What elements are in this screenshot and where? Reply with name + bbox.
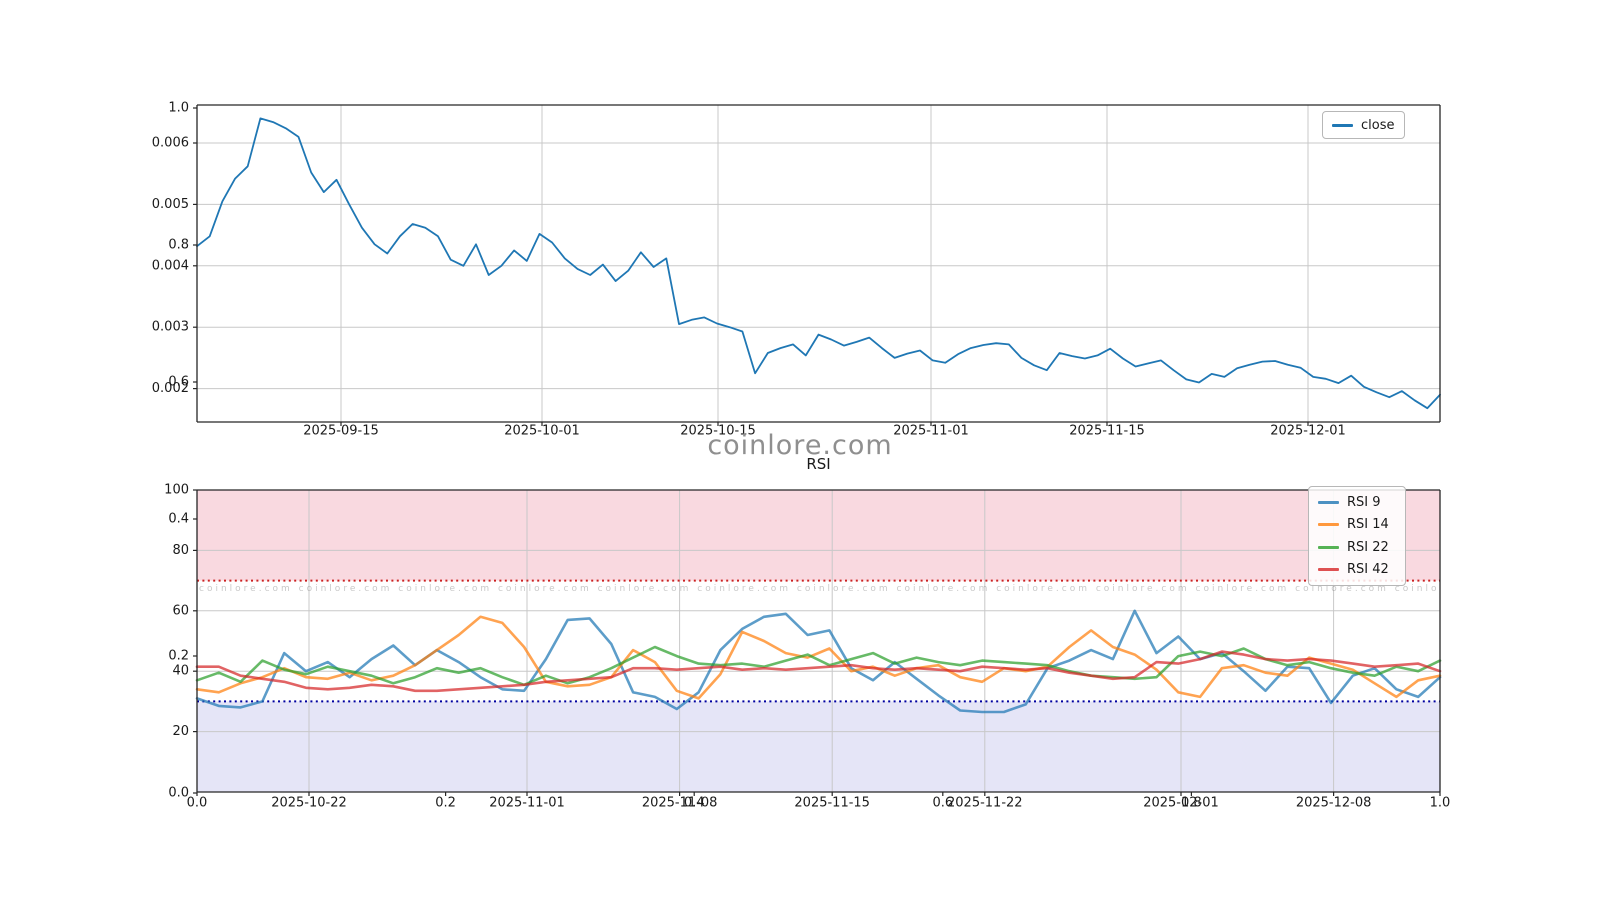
svg-text:2025-11-01: 2025-11-01 [489,796,565,811]
legend-item-rsi9[interactable]: RSI 9 [1318,491,1396,514]
svg-text:0.003: 0.003 [152,320,189,335]
svg-text:20: 20 [172,724,189,739]
svg-text:2025-10-01: 2025-10-01 [504,424,580,439]
svg-text:0.005: 0.005 [152,197,189,212]
svg-text:2025-09-15: 2025-09-15 [303,424,379,439]
close-line-swatch [1332,123,1353,127]
svg-text:0.8: 0.8 [1181,796,1202,811]
svg-text:40: 40 [172,664,189,679]
svg-text:0.006: 0.006 [152,136,189,151]
legend-label-close: close [1361,117,1395,133]
rsi14-line-swatch [1318,523,1339,527]
rsi42-line-swatch [1318,568,1339,572]
legend-label-rsi22: RSI 22 [1347,539,1389,555]
tiled-watermark-row: coinlore.com coinlore.com coinlore.com c… [199,584,1440,594]
svg-text:2025-12-08: 2025-12-08 [1296,796,1372,811]
svg-text:2025-10-22: 2025-10-22 [271,796,347,811]
coinlore-watermark: coinlore.com [707,430,893,461]
svg-text:0.002: 0.002 [152,381,189,396]
legend-item-rsi22[interactable]: RSI 22 [1318,536,1396,559]
svg-text:2025-11-15: 2025-11-15 [794,796,870,811]
svg-text:0.6: 0.6 [932,796,953,811]
svg-text:100: 100 [164,483,189,498]
svg-text:80: 80 [172,543,189,558]
rsi22-line-swatch [1318,545,1339,549]
svg-text:0.2: 0.2 [435,796,456,811]
svg-text:0.2: 0.2 [168,649,189,664]
rsi-legend: RSI 9 RSI 14 RSI 22 RSI 42 [1308,486,1406,586]
svg-text:2025-11-15: 2025-11-15 [1069,424,1145,439]
svg-text:1.0: 1.0 [168,101,189,116]
rsi-panel-title: RSI [806,455,831,473]
svg-text:2025-12-01: 2025-12-01 [1143,796,1219,811]
svg-text:0.0: 0.0 [168,786,189,801]
legend-label-rsi14: RSI 14 [1347,517,1389,533]
svg-text:2025-12-01: 2025-12-01 [1270,424,1346,439]
svg-text:2025-10-15: 2025-10-15 [680,424,756,439]
rsi9-line-swatch [1318,500,1339,504]
svg-text:0.8: 0.8 [168,238,189,253]
svg-text:2025-11-08: 2025-11-08 [642,796,718,811]
svg-text:0.4: 0.4 [168,512,189,527]
svg-text:0.004: 0.004 [152,258,189,273]
legend-item-rsi14[interactable]: RSI 14 [1318,514,1396,537]
svg-text:0.0: 0.0 [187,796,208,811]
svg-text:0.6: 0.6 [168,375,189,390]
legend-item-rsi42[interactable]: RSI 42 [1318,559,1396,582]
legend-label-rsi9: RSI 9 [1347,494,1381,510]
svg-text:0.4: 0.4 [684,796,705,811]
legend-item-close[interactable]: close [1332,116,1395,134]
svg-text:60: 60 [172,603,189,618]
svg-text:2025-11-01: 2025-11-01 [893,424,969,439]
svg-text:2025-11-22: 2025-11-22 [947,796,1023,811]
legend-label-rsi42: RSI 42 [1347,562,1389,578]
price-legend: close [1322,111,1405,139]
svg-text:1.0: 1.0 [1430,796,1451,811]
